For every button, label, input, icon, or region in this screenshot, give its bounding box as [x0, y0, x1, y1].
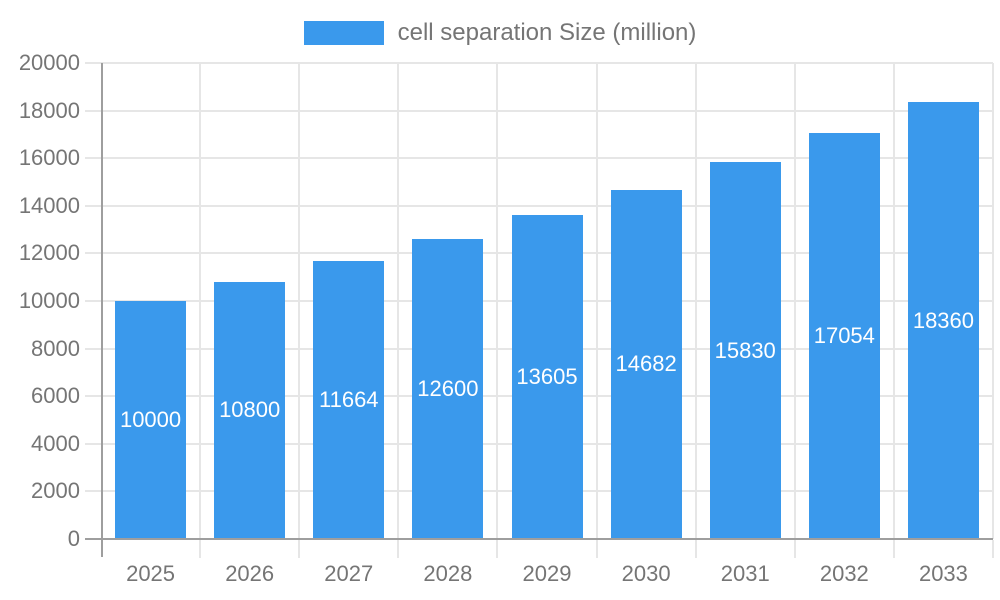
bar-value-label: 11664 — [319, 387, 379, 413]
category-gridline — [397, 63, 400, 539]
category-gridline — [496, 63, 499, 539]
y-axis-tick-label: 0 — [67, 526, 80, 551]
y-gridline — [85, 204, 993, 207]
bar-value-label: 13605 — [516, 364, 578, 390]
x-axis-tick — [595, 540, 598, 558]
bar — [610, 189, 682, 539]
category-gridline — [298, 63, 301, 539]
category-gridline — [694, 63, 697, 539]
x-axis-tick — [199, 540, 202, 558]
x-axis-tick-label: 2025 — [126, 561, 176, 586]
bar — [907, 102, 979, 539]
bar-value-label: 18360 — [912, 307, 975, 333]
category-gridline — [199, 63, 202, 539]
x-axis-tick-label: 2029 — [522, 561, 572, 586]
y-axis-tick-label: 18000 — [18, 97, 80, 123]
bar — [115, 301, 187, 539]
x-axis-tick-label: 2030 — [621, 561, 671, 586]
y-axis-tick-label: 8000 — [31, 335, 80, 361]
x-axis-tick-label: 2028 — [423, 561, 473, 586]
bar — [214, 281, 286, 539]
x-axis-tick-label: 2032 — [819, 561, 869, 586]
y-axis-tick-label: 10000 — [18, 288, 80, 313]
bar — [412, 239, 484, 539]
y-axis-tick-label: 20000 — [18, 50, 80, 75]
x-axis-tick — [496, 540, 499, 558]
y-axis-line — [101, 63, 103, 557]
x-axis-line — [85, 538, 993, 540]
bar — [709, 162, 781, 539]
x-axis-tick-label: 2033 — [918, 561, 968, 586]
category-gridline — [595, 63, 598, 539]
bar — [808, 133, 880, 539]
y-axis-tick-label: 2000 — [31, 478, 80, 504]
x-axis-tick-label: 2027 — [324, 561, 374, 586]
y-axis-tick-label: 12000 — [18, 240, 80, 266]
x-axis-tick-label: 2031 — [720, 561, 770, 586]
legend-label: cell separation Size (million) — [397, 19, 697, 46]
bar — [313, 261, 385, 539]
bar-value-label: 17054 — [813, 323, 875, 349]
x-axis-tick — [298, 540, 301, 558]
y-axis-tick-label: 16000 — [18, 145, 80, 171]
y-axis-tick-label: 14000 — [18, 192, 80, 218]
category-gridline — [793, 63, 796, 539]
x-axis-tick — [397, 540, 400, 558]
y-axis-tick-label: 4000 — [31, 430, 80, 456]
x-axis-tick — [992, 540, 994, 558]
y-gridline — [85, 62, 993, 64]
x-axis-tick — [694, 540, 697, 558]
bar — [511, 215, 583, 539]
chart-legend: cell separation Size (million) — [0, 16, 1000, 50]
category-gridline — [992, 63, 994, 539]
bar-value-label: 10800 — [219, 397, 281, 423]
bar-value-label: 12600 — [417, 376, 479, 402]
bar-value-label: 14682 — [615, 351, 677, 377]
y-axis-tick-label: 6000 — [31, 383, 80, 409]
x-axis-tick-label: 2026 — [225, 561, 275, 586]
bar-value-label: 15830 — [714, 337, 776, 363]
y-gridline — [85, 157, 993, 160]
y-gridline — [85, 109, 993, 112]
x-axis-tick — [892, 540, 895, 558]
x-axis-tick — [793, 540, 796, 558]
bar-value-label: 10000 — [119, 407, 182, 432]
legend-swatch-icon — [303, 21, 384, 45]
category-gridline — [892, 63, 895, 539]
